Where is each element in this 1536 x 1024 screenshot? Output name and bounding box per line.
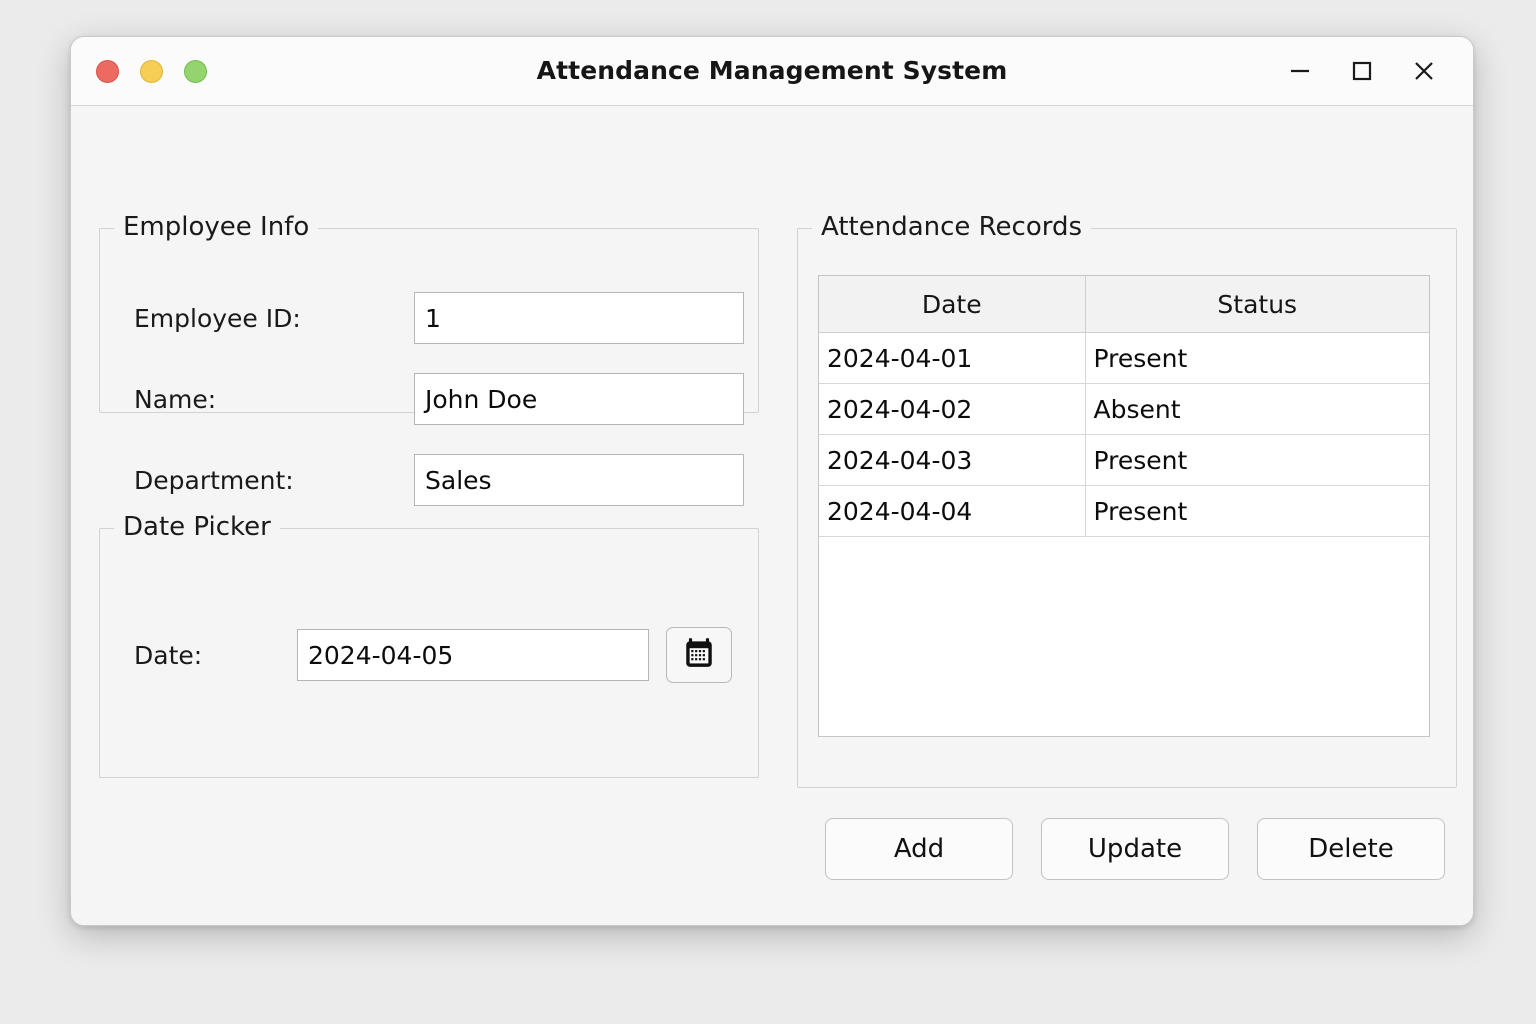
table-row[interactable]: 2024-04-04 Present: [819, 485, 1429, 537]
input-department[interactable]: Sales: [414, 454, 744, 506]
titlebar: Attendance Management System: [71, 37, 1473, 106]
field-row-name: Name: John Doe: [134, 373, 744, 425]
close-button[interactable]: [1393, 47, 1455, 95]
group-employee-info: Employee Info Employee ID: 1 Name: John …: [99, 210, 759, 506]
table-row[interactable]: 2024-04-02 Absent: [819, 383, 1429, 435]
table-header-row: Date Status: [819, 276, 1429, 333]
cell-date: 2024-04-02: [819, 383, 1086, 435]
calendar-picker-button[interactable]: [666, 627, 732, 683]
column-header-status[interactable]: Status: [1085, 276, 1429, 333]
group-date-picker: Date Picker Date: 2024-04-05: [99, 510, 759, 778]
cell-date: 2024-04-04: [819, 485, 1086, 537]
input-employee-id[interactable]: 1: [414, 292, 744, 344]
label-employee-id: Employee ID:: [134, 303, 301, 333]
maximize-icon: [1349, 58, 1375, 84]
group-date-picker-legend: Date Picker: [114, 510, 280, 544]
cell-date: 2024-04-03: [819, 434, 1086, 486]
table-row[interactable]: 2024-04-01 Present: [819, 332, 1429, 384]
attendance-table[interactable]: Date Status 2024-04-01 Present 2024-04-0…: [818, 275, 1430, 737]
maximize-button[interactable]: [1331, 47, 1393, 95]
window-controls: [1269, 37, 1455, 105]
update-button[interactable]: Update: [1041, 818, 1229, 880]
minimize-icon: [1287, 58, 1313, 84]
minimize-button[interactable]: [1269, 47, 1331, 95]
traffic-lights: [96, 37, 207, 105]
cell-status: Absent: [1085, 383, 1429, 435]
label-name: Name:: [134, 384, 217, 414]
traffic-light-minimize[interactable]: [140, 59, 163, 83]
cell-status: Present: [1085, 332, 1429, 384]
window-body: Employee Info Employee ID: 1 Name: John …: [71, 106, 1473, 925]
field-row-employee-id: Employee ID: 1: [134, 292, 744, 344]
field-row-date: Date: 2024-04-05: [134, 627, 732, 683]
table-row[interactable]: 2024-04-03 Present: [819, 434, 1429, 486]
input-name[interactable]: John Doe: [414, 373, 744, 425]
cell-status: Present: [1085, 434, 1429, 486]
field-row-department: Department: Sales: [134, 454, 744, 506]
close-icon: [1410, 57, 1438, 85]
window-title: Attendance Management System: [536, 56, 1008, 85]
add-button[interactable]: Add: [825, 818, 1013, 880]
label-date: Date:: [134, 640, 203, 670]
calendar-icon: [682, 636, 716, 674]
group-employee-info-legend: Employee Info: [114, 210, 319, 244]
traffic-light-close[interactable]: [96, 59, 119, 83]
action-bar: Add Update Delete: [825, 818, 1445, 880]
input-date[interactable]: 2024-04-05: [297, 629, 649, 681]
column-header-date[interactable]: Date: [819, 276, 1086, 333]
label-department: Department:: [134, 465, 294, 495]
delete-button[interactable]: Delete: [1257, 818, 1445, 880]
group-attendance-records: Attendance Records Date Status: [797, 210, 1457, 788]
traffic-light-maximize[interactable]: [184, 59, 207, 83]
app-window: Attendance Management System: [70, 36, 1474, 926]
group-attendance-records-legend: Attendance Records: [812, 210, 1092, 244]
cell-date: 2024-04-01: [819, 332, 1086, 384]
cell-status: Present: [1085, 485, 1429, 537]
